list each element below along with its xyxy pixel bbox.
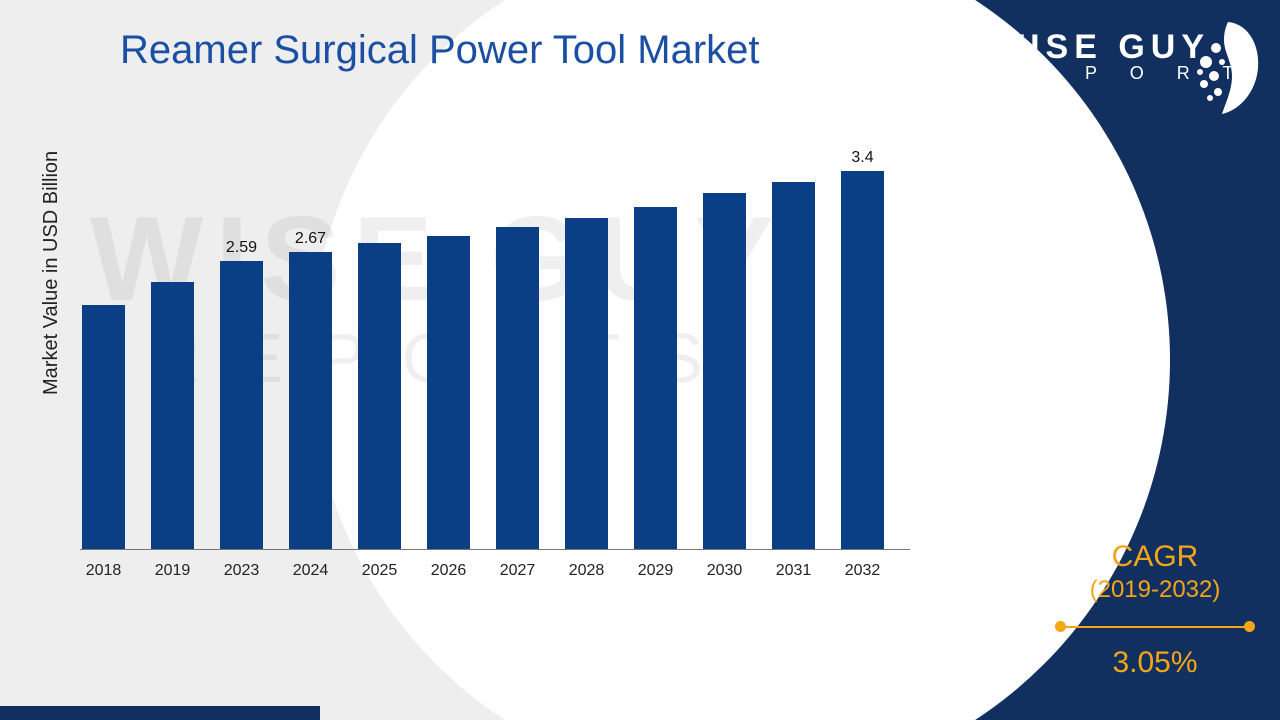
cagr-box: CAGR (2019-2032) 3.05%	[1030, 540, 1280, 680]
bar	[220, 261, 263, 549]
bar	[565, 218, 608, 549]
x-tick-label: 2019	[143, 562, 203, 580]
cagr-value: 3.05%	[1030, 646, 1280, 680]
x-tick-label: 2028	[557, 562, 617, 580]
bar-chart: 2.592.673.4 2018201920232024202520262027…	[80, 150, 910, 580]
x-tick-label: 2031	[764, 562, 824, 580]
bar	[496, 227, 539, 549]
x-tick-label: 2018	[74, 562, 134, 580]
bar	[82, 305, 125, 549]
plot-area: 2.59 2.67 3.4	[80, 150, 910, 550]
bar	[703, 193, 746, 549]
x-tick-label: 2027	[488, 562, 548, 580]
brand-line1: WISE GUY	[992, 28, 1252, 67]
bar	[289, 252, 332, 549]
chart-title: Reamer Surgical Power Tool Market	[120, 28, 760, 73]
x-tick-label: 2032	[833, 562, 893, 580]
bar	[634, 207, 677, 549]
x-tick-label: 2025	[350, 562, 410, 580]
chart-canvas: WISE GUY REPORTS Reamer Surgical Power T…	[0, 0, 1280, 720]
bar-value-label: 2.59	[212, 239, 272, 257]
bar-value-label: 3.4	[833, 149, 893, 167]
x-tick-label: 2029	[626, 562, 686, 580]
cagr-title: CAGR	[1030, 540, 1280, 574]
brand-line2: R E P O R T S	[994, 63, 1252, 105]
y-axis-label: Market Value in USD Billion	[40, 151, 63, 395]
bar-value-label: 2.67	[281, 230, 341, 248]
bar	[772, 182, 815, 549]
cagr-period: (2019-2032)	[1030, 576, 1280, 604]
brand-logo-text: WISE GUY R E P O R T S	[992, 28, 1252, 105]
x-tick-label: 2030	[695, 562, 755, 580]
x-tick-label: 2023	[212, 562, 272, 580]
bar	[841, 171, 884, 549]
x-tick-label: 2026	[419, 562, 479, 580]
bar	[358, 243, 401, 549]
cagr-divider	[1060, 626, 1250, 628]
footer-accent-bar	[0, 706, 320, 720]
x-tick-label: 2024	[281, 562, 341, 580]
bar	[427, 236, 470, 549]
bar	[151, 282, 194, 549]
